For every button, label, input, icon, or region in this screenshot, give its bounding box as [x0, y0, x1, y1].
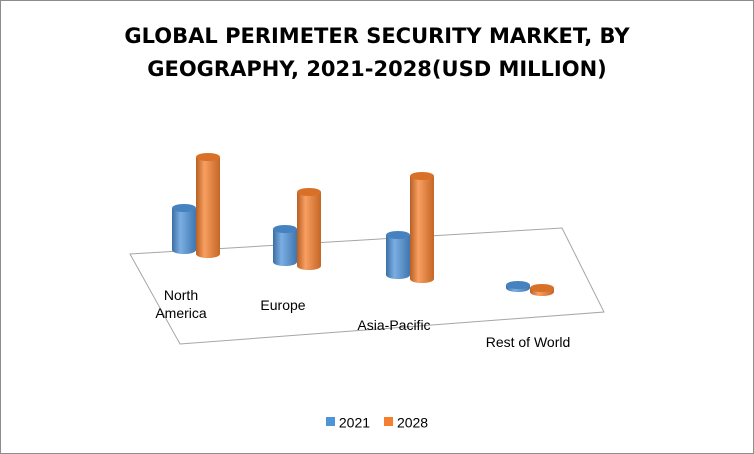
category-labels: North America Europe Asia-Pacific Rest of Wo… — [155, 287, 570, 350]
bar-asia-pacific-2028 — [410, 172, 434, 283]
bar-body — [386, 235, 410, 279]
bar-europe-2021 — [273, 225, 297, 266]
legend-label-2028: 2028 — [396, 413, 429, 430]
bar-top — [273, 225, 297, 233]
bar-body — [297, 192, 321, 270]
bar-north-america-2028 — [196, 153, 220, 258]
bars-group — [172, 153, 554, 296]
bar-body — [410, 176, 434, 283]
bar-top — [297, 188, 321, 196]
chart-title: GLOBAL PERIMETER SECURITY MARKET, BY GEO… — [0, 20, 754, 86]
chart-title-line-2: GEOGRAPHY, 2021-2028(USD MILLION) — [147, 57, 607, 81]
legend-swatch-2021 — [325, 417, 335, 427]
bar-body — [196, 157, 220, 258]
bar-north-america-2021 — [172, 204, 196, 254]
category-label-rest-of-world: Rest of World — [486, 334, 571, 350]
bar-asia-pacific-2021 — [386, 231, 410, 279]
category-label-asia-pacific: Asia-Pacific — [357, 317, 430, 333]
bar-top — [196, 153, 220, 161]
bar-rest-of-world-2028 — [530, 284, 554, 296]
legend-item-2028: 2028 — [383, 413, 429, 430]
bar-top — [410, 172, 434, 180]
legend-label-2021: 2021 — [338, 413, 371, 430]
legend-item-2021: 2021 — [325, 413, 371, 430]
legend-swatch-2028 — [383, 417, 393, 427]
bar-europe-2028 — [297, 188, 321, 270]
category-label-north-america: North America — [155, 287, 207, 321]
legend: 2021 2028 — [0, 412, 754, 430]
bar-body — [273, 229, 297, 266]
bar-top — [386, 231, 410, 239]
bar-rest-of-world-2021 — [506, 281, 530, 292]
bar-body — [172, 208, 196, 254]
bar-top — [172, 204, 196, 212]
bar-top — [530, 284, 554, 292]
chart-title-line-1: GLOBAL PERIMETER SECURITY MARKET, BY — [124, 24, 630, 48]
bar-top — [506, 281, 530, 289]
category-label-europe: Europe — [260, 297, 305, 313]
